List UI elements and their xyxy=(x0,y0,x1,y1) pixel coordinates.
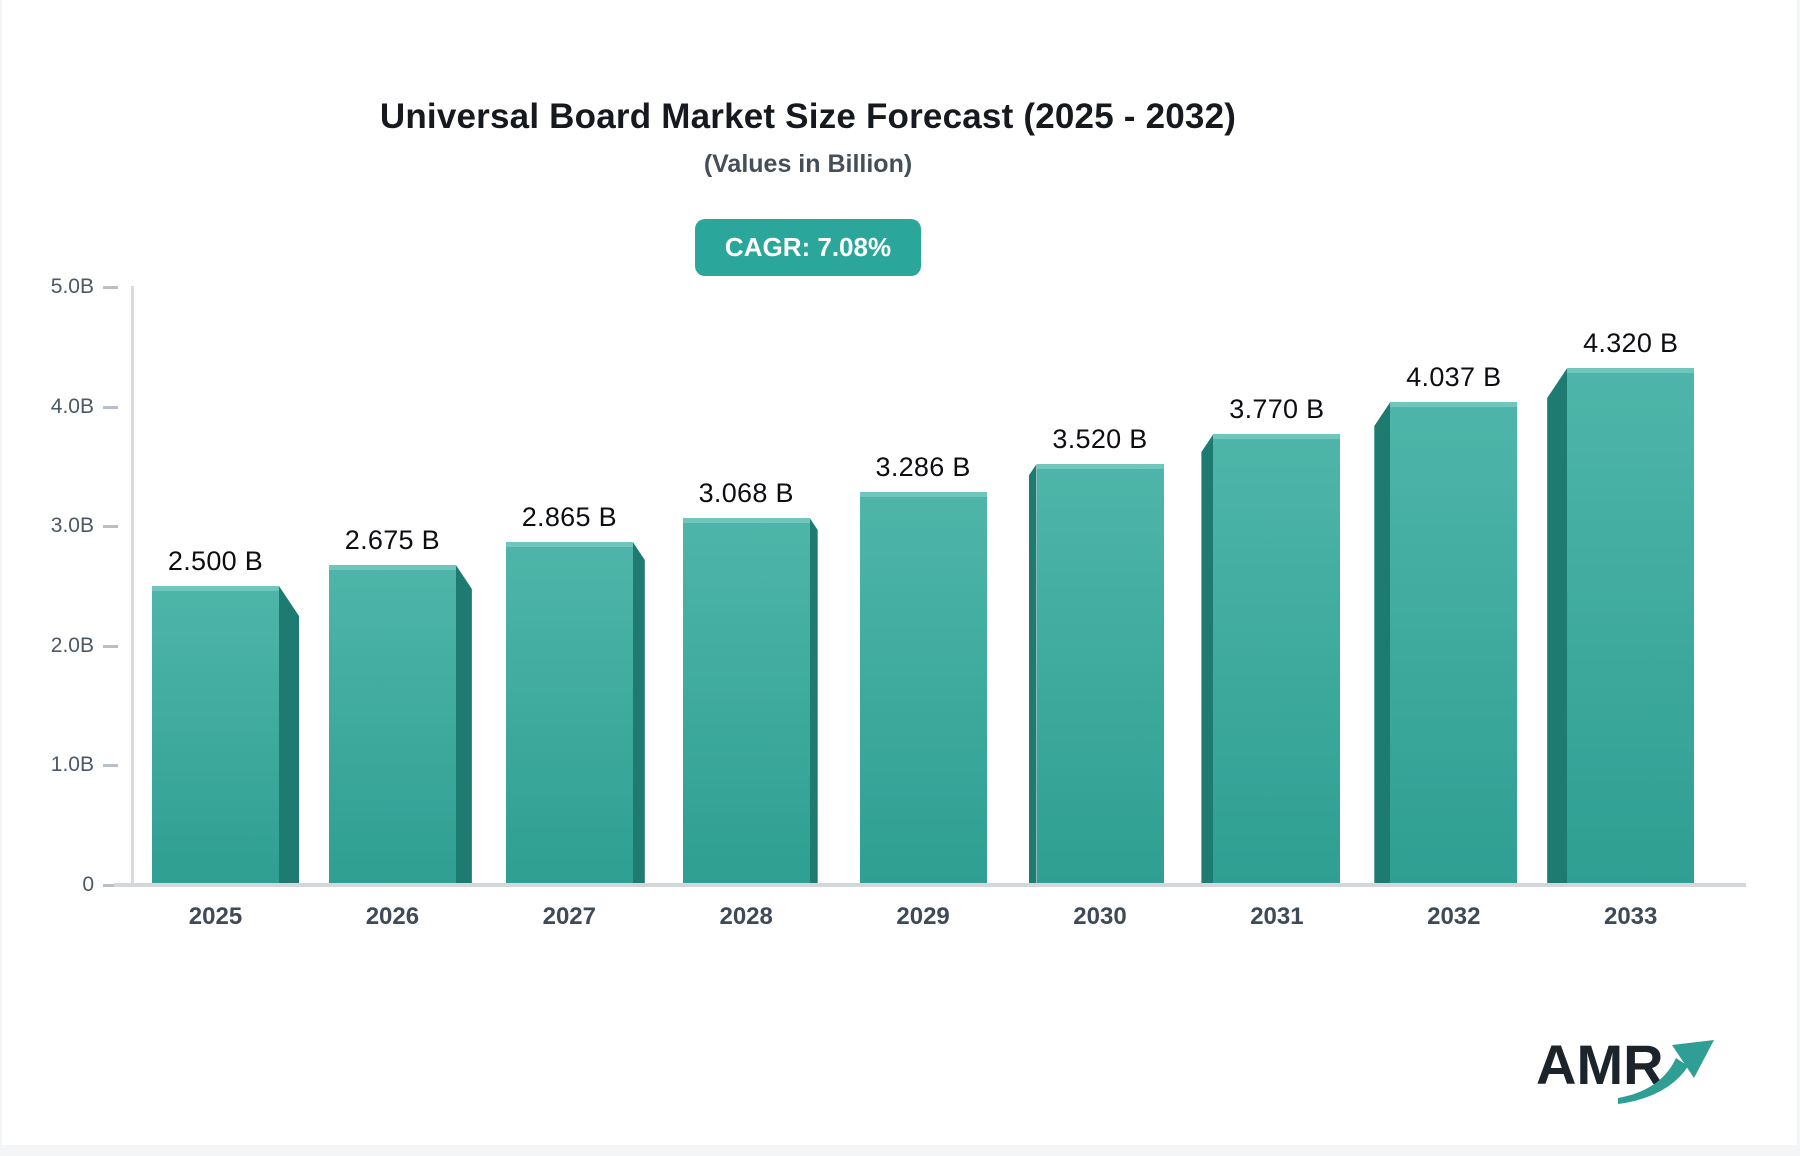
bar-value-label: 3.286 B xyxy=(875,452,971,482)
bar-2027 xyxy=(505,542,633,885)
bar-top-edge xyxy=(1213,434,1341,439)
bar-2025 xyxy=(152,586,279,885)
amr-logo-text: AMR xyxy=(1536,1033,1664,1096)
bar-value-label: 3.770 B xyxy=(1229,394,1325,424)
y-axis-tick-mark xyxy=(103,884,118,887)
x-axis-label-2028: 2028 xyxy=(719,903,773,930)
y-axis-tick-mark xyxy=(103,405,118,409)
bar-value-label: 2.865 B xyxy=(521,502,617,532)
bar-top-edge xyxy=(328,565,456,570)
bar-2033 xyxy=(1567,368,1695,885)
bar-2028 xyxy=(682,518,810,885)
bar-value-label: 2.500 B xyxy=(167,546,264,576)
y-axis-tick-mark xyxy=(103,644,118,648)
x-axis-label-2029: 2029 xyxy=(896,903,950,930)
bar-top-edge xyxy=(1036,464,1164,469)
bar-side-2031 xyxy=(1201,434,1214,885)
y-axis-tick-mark xyxy=(103,286,118,289)
bar-2032 xyxy=(1390,402,1518,885)
x-axis-label-2030: 2030 xyxy=(1073,903,1127,930)
bar-value-label: 2.675 B xyxy=(344,525,440,555)
y-axis-tick-label: 5.0B xyxy=(50,275,94,298)
bar-side-2027 xyxy=(632,542,645,885)
bar-top-edge xyxy=(1567,368,1695,373)
bar-value-label: 3.520 B xyxy=(1052,424,1148,454)
bar-top-edge xyxy=(859,492,987,497)
x-axis-label-2025: 2025 xyxy=(188,903,243,930)
bar-top-edge xyxy=(152,586,279,591)
bar-side-2030 xyxy=(1028,464,1037,885)
bar-2030 xyxy=(1036,464,1164,885)
bar-side-2028 xyxy=(809,518,818,885)
y-axis-tick-mark xyxy=(103,764,118,768)
chart-title: Universal Board Market Size Forecast (20… xyxy=(379,97,1237,136)
header: Universal Board Market Size Forecast (20… xyxy=(2,0,1614,276)
bar-2029 xyxy=(859,492,987,885)
bar-side-2025 xyxy=(279,586,299,885)
x-axis-label-2031: 2031 xyxy=(1250,903,1304,930)
bar-value-label: 4.037 B xyxy=(1406,362,1502,392)
bar-top-edge xyxy=(1390,402,1518,407)
bar-top-edge xyxy=(505,542,633,547)
y-axis-line xyxy=(131,286,134,886)
x-axis-line xyxy=(114,883,1746,887)
bar-side-2032 xyxy=(1374,402,1391,885)
bar-side-2033 xyxy=(1547,368,1568,885)
growth-arrow-icon xyxy=(1618,1040,1714,1104)
amr-logo: AMR xyxy=(1530,1026,1740,1121)
y-axis-tick-mark xyxy=(103,525,118,529)
y-axis-tick-label: 0 xyxy=(82,873,94,896)
x-axis-label-2033: 2033 xyxy=(1603,903,1658,930)
bar-value-label: 3.068 B xyxy=(698,478,794,508)
cagr-badge: CAGR: 7.08% xyxy=(694,219,922,276)
bar-top-edge xyxy=(682,518,810,523)
y-axis-tick-label: 1.0B xyxy=(50,753,94,777)
bar-value-label: 4.320 B xyxy=(1583,328,1679,358)
y-axis-tick-label: 3.0B xyxy=(50,514,94,538)
y-axis-tick-label: 2.0B xyxy=(50,633,94,657)
bar-side-2026 xyxy=(455,565,472,885)
x-axis-label-2032: 2032 xyxy=(1427,903,1481,930)
bar-2031 xyxy=(1213,434,1341,885)
x-axis-label-2027: 2027 xyxy=(542,903,596,930)
chart-subtitle: (Values in Billion) xyxy=(703,150,913,178)
x-axis-label-2026: 2026 xyxy=(365,903,420,930)
bar-2026 xyxy=(328,565,456,885)
y-axis-tick-label: 4.0B xyxy=(50,394,94,418)
